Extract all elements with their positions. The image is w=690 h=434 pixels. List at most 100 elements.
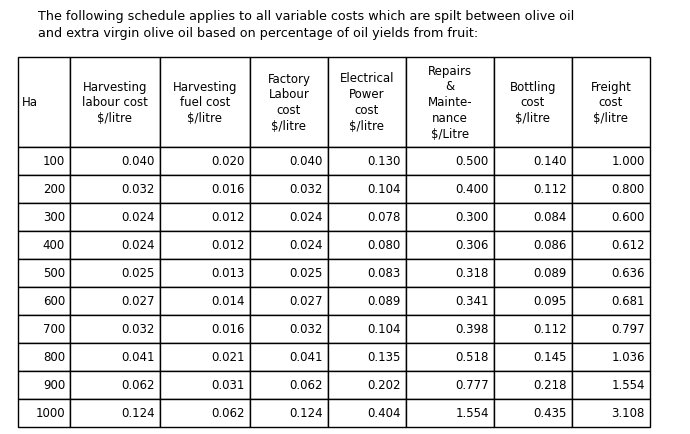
Bar [160, 148, 250, 176]
Text: Ha: Ha [22, 96, 38, 109]
Bar [328, 371, 406, 399]
Bar [406, 287, 494, 315]
Text: 0.016: 0.016 [212, 183, 245, 196]
Text: Harvesting
fuel cost
$/litre: Harvesting fuel cost $/litre [172, 80, 237, 125]
Bar [160, 343, 250, 371]
Text: Harvesting
labour cost
$/litre: Harvesting labour cost $/litre [82, 80, 148, 125]
Bar [250, 148, 328, 176]
Text: 0.112: 0.112 [533, 323, 567, 336]
Text: The following schedule applies to all variable costs which are spilt between oli: The following schedule applies to all va… [38, 10, 574, 40]
Text: 0.086: 0.086 [533, 239, 567, 252]
Bar [70, 287, 160, 315]
Text: 1.554: 1.554 [611, 378, 645, 391]
Text: 0.518: 0.518 [455, 351, 489, 364]
Text: 0.013: 0.013 [212, 267, 245, 280]
Text: 0.681: 0.681 [611, 295, 645, 308]
Bar [250, 287, 328, 315]
Text: 0.135: 0.135 [368, 351, 401, 364]
Text: Repairs
&
Mainte-
nance
$/Litre: Repairs & Mainte- nance $/Litre [428, 64, 473, 141]
Text: 0.612: 0.612 [611, 239, 645, 252]
Bar [572, 371, 650, 399]
Bar [494, 287, 572, 315]
Text: 0.306: 0.306 [455, 239, 489, 252]
Text: 500: 500 [43, 267, 65, 280]
Text: 3.108: 3.108 [611, 407, 645, 420]
Bar [328, 176, 406, 204]
Text: 0.014: 0.014 [212, 295, 245, 308]
Text: 0.084: 0.084 [533, 211, 567, 224]
Text: 0.062: 0.062 [212, 407, 245, 420]
Bar [18, 287, 70, 315]
Bar [70, 231, 160, 260]
Bar [70, 399, 160, 427]
Bar [494, 204, 572, 231]
Text: 600: 600 [43, 295, 65, 308]
Bar [250, 231, 328, 260]
Bar [406, 148, 494, 176]
Text: 0.012: 0.012 [212, 211, 245, 224]
Bar [406, 231, 494, 260]
Bar [250, 176, 328, 204]
Text: 0.130: 0.130 [368, 155, 401, 168]
Text: 0.020: 0.020 [212, 155, 245, 168]
Bar [572, 58, 650, 148]
Bar [328, 343, 406, 371]
Bar [18, 204, 70, 231]
Bar [250, 260, 328, 287]
Bar [70, 371, 160, 399]
Bar [18, 148, 70, 176]
Text: 0.040: 0.040 [121, 155, 155, 168]
Bar [328, 58, 406, 148]
Bar [160, 260, 250, 287]
Text: 0.145: 0.145 [533, 351, 567, 364]
Bar [250, 343, 328, 371]
Bar [160, 204, 250, 231]
Text: Electrical
Power
cost
$/litre: Electrical Power cost $/litre [339, 72, 394, 133]
Text: 0.012: 0.012 [212, 239, 245, 252]
Text: 0.140: 0.140 [533, 155, 567, 168]
Text: 0.062: 0.062 [290, 378, 323, 391]
Bar [18, 343, 70, 371]
Text: 300: 300 [43, 211, 65, 224]
Bar [328, 260, 406, 287]
Bar [160, 399, 250, 427]
Text: 200: 200 [43, 183, 65, 196]
Text: 0.024: 0.024 [290, 239, 323, 252]
Text: 700: 700 [43, 323, 65, 336]
Text: 1.036: 1.036 [611, 351, 645, 364]
Bar [406, 204, 494, 231]
Text: 0.112: 0.112 [533, 183, 567, 196]
Bar [18, 371, 70, 399]
Bar [160, 58, 250, 148]
Text: Factory
Labour
cost
$/litre: Factory Labour cost $/litre [268, 72, 310, 133]
Text: 0.500: 0.500 [456, 155, 489, 168]
Text: 100: 100 [43, 155, 65, 168]
Bar [250, 315, 328, 343]
Bar [70, 204, 160, 231]
Bar [18, 176, 70, 204]
Bar [70, 148, 160, 176]
Text: 0.025: 0.025 [290, 267, 323, 280]
Text: 0.435: 0.435 [533, 407, 567, 420]
Bar [328, 287, 406, 315]
Text: 0.016: 0.016 [212, 323, 245, 336]
Text: 0.797: 0.797 [611, 323, 645, 336]
Text: 0.202: 0.202 [368, 378, 401, 391]
Bar [572, 287, 650, 315]
Text: 0.027: 0.027 [121, 295, 155, 308]
Text: 0.404: 0.404 [368, 407, 401, 420]
Bar [406, 58, 494, 148]
Text: 0.041: 0.041 [121, 351, 155, 364]
Text: 900: 900 [43, 378, 65, 391]
Text: 0.024: 0.024 [290, 211, 323, 224]
Text: Freight
cost
$/litre: Freight cost $/litre [591, 80, 631, 125]
Bar [572, 343, 650, 371]
Text: 0.027: 0.027 [290, 295, 323, 308]
Text: 0.318: 0.318 [455, 267, 489, 280]
Text: 0.031: 0.031 [212, 378, 245, 391]
Bar [494, 371, 572, 399]
Bar [572, 260, 650, 287]
Bar [160, 287, 250, 315]
Text: 0.777: 0.777 [455, 378, 489, 391]
Text: 0.089: 0.089 [368, 295, 401, 308]
